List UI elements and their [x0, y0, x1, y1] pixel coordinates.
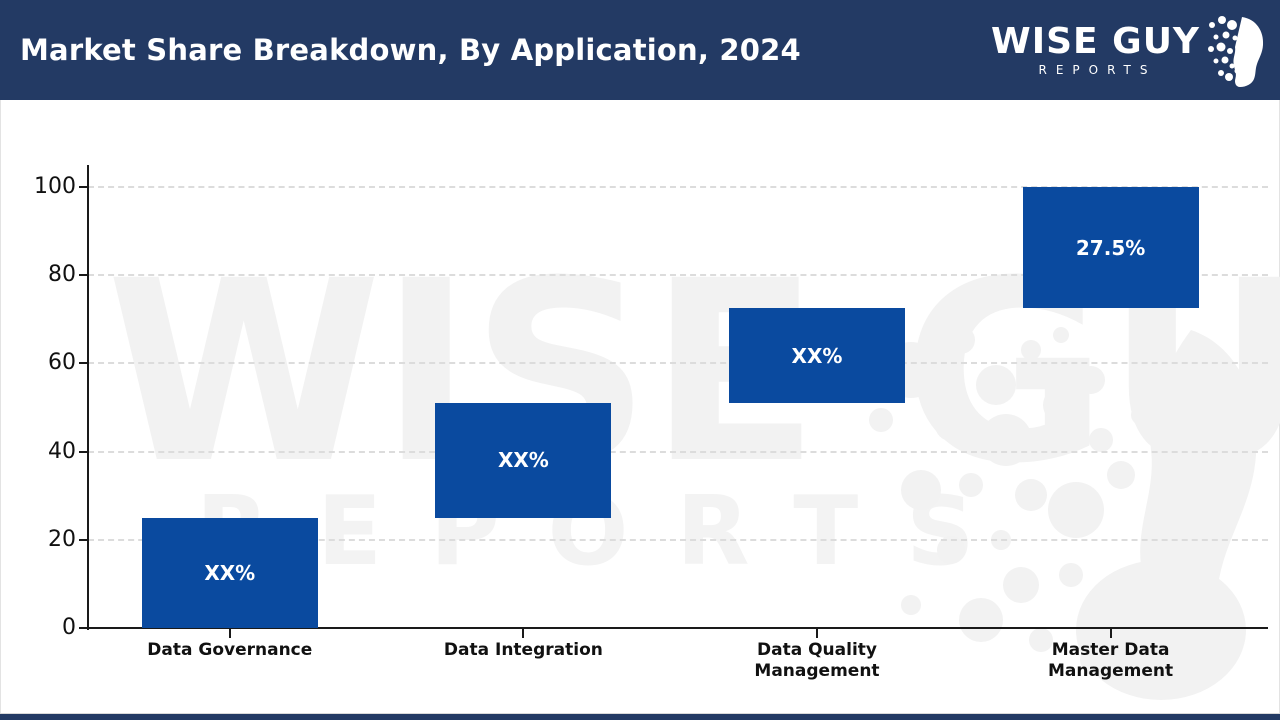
brand-subtitle: REPORTS: [1038, 63, 1157, 77]
brand-logo: WISE GUY REPORTS: [991, 0, 1266, 100]
head-profile-icon: [1208, 16, 1264, 87]
chart-card: WISE GU REPORTS: [0, 100, 1280, 713]
brand-name: WISE GUY: [990, 21, 1200, 62]
page-title: Market Share Breakdown, By Application, …: [20, 33, 801, 67]
header-banner: Market Share Breakdown, By Application, …: [0, 0, 1280, 100]
brand-logo-text: WISE GUY REPORTS: [990, 21, 1200, 77]
footer-bar: [0, 713, 1280, 720]
watermark-head-dots: [797, 319, 1257, 700]
